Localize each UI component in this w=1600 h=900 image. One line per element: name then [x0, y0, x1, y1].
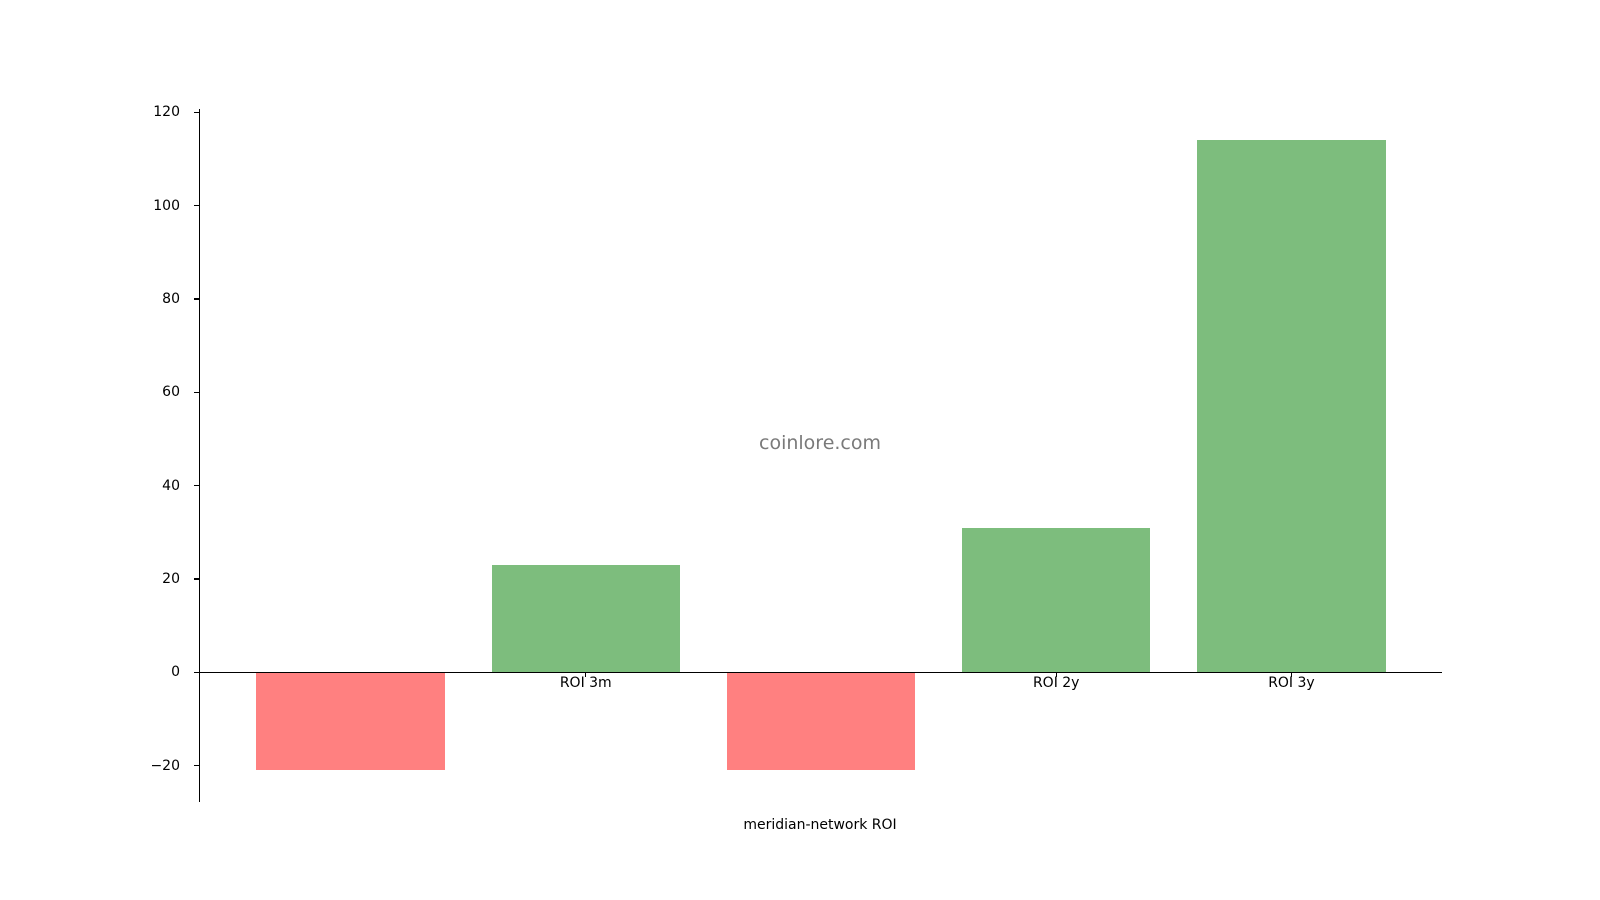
bar-roi-2y — [962, 527, 1151, 673]
bar — [726, 672, 916, 771]
y-tick-mark — [193, 578, 199, 580]
y-tick-label: 120 — [153, 104, 180, 121]
chart-title: meridian-network ROI — [743, 817, 897, 833]
y-tick-mark — [193, 764, 199, 767]
y-tick-mark — [193, 298, 199, 300]
x-tick-mark — [585, 672, 587, 678]
x-tick-mark — [1290, 672, 1293, 678]
y-tick-mark — [193, 205, 199, 207]
y-tick-label: 80 — [162, 291, 180, 308]
bar — [256, 672, 445, 771]
x-tick-mark — [1055, 672, 1057, 678]
y-tick-label: 40 — [162, 477, 180, 494]
x-tick-label: ROI 3y — [1268, 675, 1315, 692]
x-axis-line — [198, 671, 1442, 673]
y-tick-mark — [193, 111, 199, 114]
y-tick-label: −20 — [150, 757, 180, 774]
y-tick-label: 20 — [162, 570, 180, 587]
x-tick-label: ROI 2y — [1032, 675, 1080, 692]
bar-roi-3y — [1197, 140, 1386, 673]
y-tick-mark — [193, 485, 199, 487]
y-tick-mark — [193, 391, 199, 393]
y-tick-label: 100 — [153, 197, 180, 214]
y-tick-mark — [193, 671, 199, 673]
y-tick-label: 60 — [162, 384, 180, 401]
bar-roi-3m — [491, 564, 680, 673]
x-tick-label: ROI 3m — [559, 675, 612, 692]
y-axis-line — [198, 109, 200, 802]
watermark: coinlore.com — [759, 432, 881, 454]
y-tick-label: 0 — [171, 664, 180, 681]
